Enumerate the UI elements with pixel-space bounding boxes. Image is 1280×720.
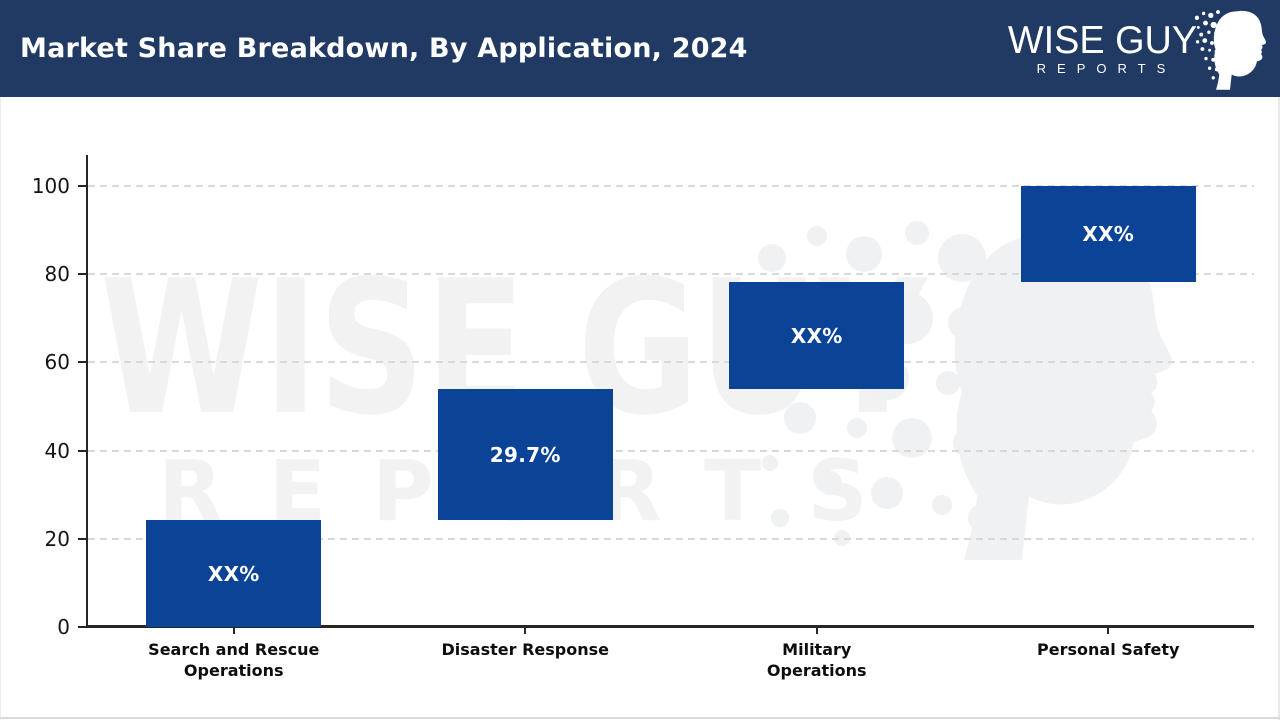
gridline-40 (88, 449, 1254, 452)
gridline-20 (88, 537, 1254, 540)
x-category-label-line: Operations (183, 661, 284, 680)
x-category-label-2: Military Operations (671, 639, 963, 681)
bar-value-label: XX% (790, 323, 843, 348)
y-tick-mark-40 (78, 449, 86, 452)
bar-value-label: XX% (207, 561, 260, 586)
bar-value-label: XX% (1082, 221, 1135, 246)
y-tick-label-20: 20 (44, 526, 70, 551)
x-category-label-line: Operations (766, 661, 867, 680)
x-category-label-line: Search and Rescue (148, 640, 320, 659)
x-tick-mark-1 (524, 627, 527, 634)
gridline-100 (88, 184, 1254, 187)
y-tick-mark-20 (78, 537, 86, 540)
x-category-label-line: Personal Safety (1037, 640, 1180, 659)
y-tick-label-40: 40 (44, 438, 70, 463)
y-tick-label-60: 60 (44, 350, 70, 375)
footer-divider (0, 717, 1280, 719)
bar-segment-0: XX% (146, 520, 322, 627)
x-category-label-3: Personal Safety (963, 639, 1255, 660)
y-tick-label-0: 0 (57, 615, 70, 639)
chart-title: Market Share Breakdown, By Application, … (20, 33, 748, 64)
y-tick-label-80: 80 (44, 262, 70, 287)
logo-text: WISE GUY REPORTS (1005, 19, 1200, 77)
wise-guy-reports-logo: WISE GUY REPORTS (1005, 6, 1266, 92)
bar-segment-3: XX% (1020, 185, 1196, 283)
y-tick-label-100: 100 (31, 173, 70, 198)
bar-segment-2: XX% (729, 282, 905, 390)
right-edge-border (1278, 97, 1280, 720)
y-tick-mark-100 (78, 184, 86, 187)
x-tick-mark-2 (815, 627, 818, 634)
x-category-label-line: Military (782, 640, 852, 659)
bar-segment-1: 29.7% (437, 389, 613, 521)
x-axis-line (86, 625, 1254, 628)
plot-area: 0 20 40 60 80 100 XX% Search and Rescue Operatio… (32, 155, 1254, 680)
x-category-label-1: Disaster Response (380, 639, 672, 660)
gridline-60 (88, 361, 1254, 364)
x-category-label-line: Disaster Response (441, 640, 609, 659)
y-tick-mark-60 (78, 361, 86, 364)
left-edge-border (0, 97, 1, 720)
logo-subtitle: REPORTS (1036, 61, 1177, 76)
x-category-label-0: Search and Rescue Operations (88, 639, 380, 681)
header-bar: Market Share Breakdown, By Application, … (0, 0, 1280, 97)
y-axis-line (86, 155, 88, 627)
x-tick-mark-0 (232, 627, 235, 634)
logo-head-icon (1194, 9, 1266, 90)
logo-name: WISE GUY (1007, 19, 1198, 62)
y-tick-mark-80 (78, 273, 86, 276)
x-tick-mark-3 (1107, 627, 1110, 634)
gridline-80 (88, 273, 1254, 276)
y-tick-mark-0 (78, 626, 86, 628)
bar-value-label: 29.7% (489, 442, 561, 467)
